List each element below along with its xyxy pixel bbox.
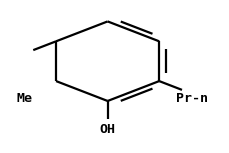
Text: Me: Me [16,92,32,105]
Text: Pr-n: Pr-n [176,92,208,105]
Text: OH: OH [100,123,116,136]
